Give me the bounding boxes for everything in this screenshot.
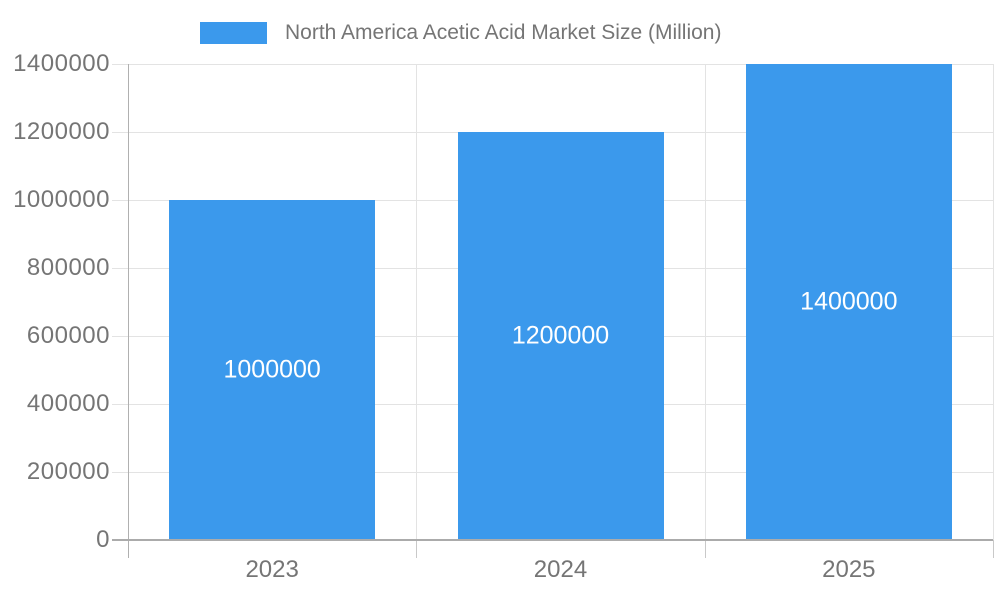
y-axis-tick-label: 0 — [96, 526, 110, 553]
gridline-horizontal — [128, 64, 993, 65]
gridline-vertical — [416, 64, 418, 540]
bar[interactable] — [457, 132, 664, 540]
y-axis-tick-label: 800000 — [26, 254, 110, 281]
gridline-vertical — [704, 64, 706, 540]
x-axis-tick — [416, 540, 418, 558]
y-axis-tick-label: 1000000 — [13, 186, 110, 213]
y-axis-tick-label: 1200000 — [13, 118, 110, 145]
y-axis-tick — [112, 268, 128, 269]
y-axis-tick-label: 1400000 — [13, 50, 110, 77]
x-axis-tick — [704, 540, 706, 558]
y-axis-tick-label: 600000 — [26, 322, 110, 349]
bar[interactable] — [745, 64, 952, 540]
x-axis-tick — [993, 540, 994, 558]
bar-value-label: 1000000 — [223, 355, 321, 384]
y-axis-tick — [112, 200, 128, 201]
x-axis-tick-label: 2024 — [533, 556, 588, 583]
bar-value-label: 1400000 — [800, 287, 898, 316]
y-axis-line — [128, 64, 129, 558]
y-axis-tick — [112, 404, 128, 405]
y-axis-tick-label: 200000 — [26, 458, 110, 485]
gridline-vertical — [993, 64, 994, 540]
y-axis-tick — [112, 132, 128, 133]
bar-value-label: 1200000 — [511, 321, 610, 350]
y-axis-tick — [112, 336, 128, 337]
y-axis-tick — [112, 64, 128, 65]
y-axis-tick — [112, 472, 128, 473]
legend-swatch-icon — [200, 22, 267, 44]
x-axis-tick-label: 2025 — [822, 556, 876, 583]
x-axis-tick-label: 2023 — [245, 556, 299, 583]
legend[interactable]: North America Acetic Acid Market Size (M… — [200, 21, 721, 45]
y-axis-tick-label: 400000 — [26, 390, 110, 417]
legend-label: North America Acetic Acid Market Size (M… — [285, 21, 722, 44]
bar[interactable] — [169, 200, 376, 540]
x-axis-baseline — [112, 539, 993, 541]
